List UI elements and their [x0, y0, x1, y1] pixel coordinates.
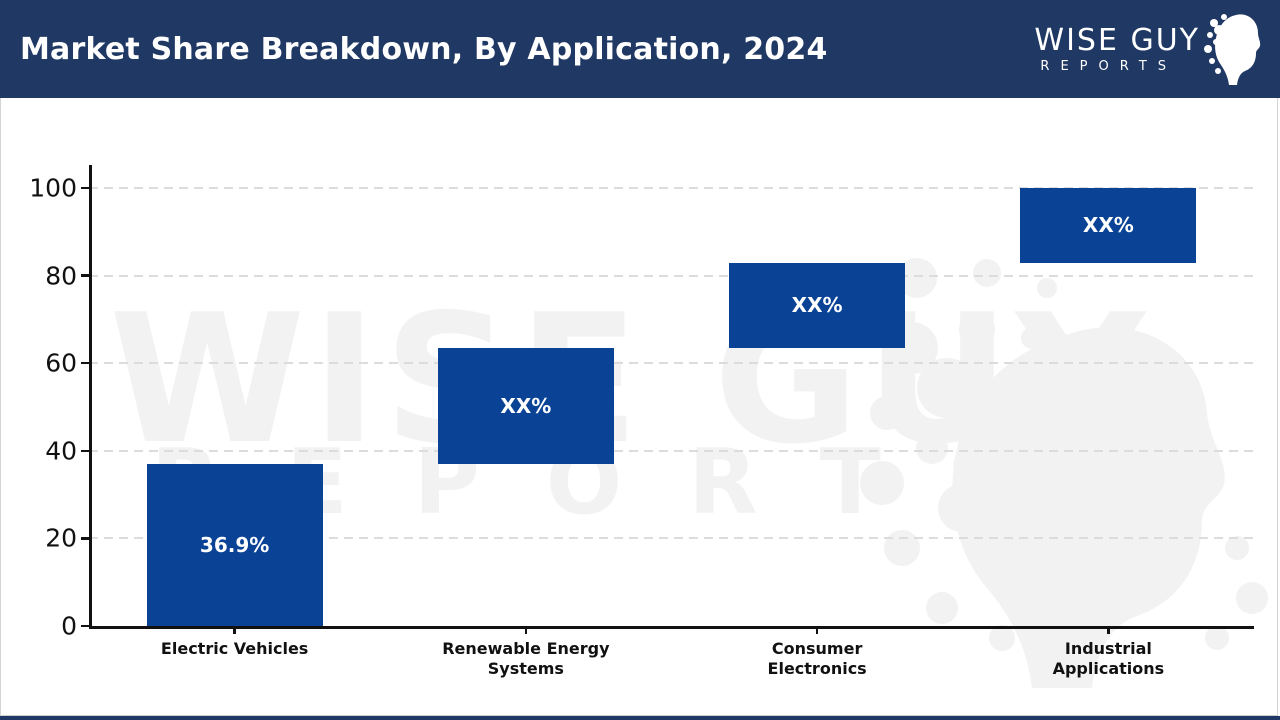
logo-subtitle: REPORTS: [1040, 58, 1178, 74]
bar-renewable-energy-systems: XX%: [437, 347, 614, 465]
category-label-electric-vehicles: Electric Vehicles: [160, 639, 309, 658]
chart-area: WISE GUY REPORTS: [0, 98, 1278, 716]
bar-value-label: XX%: [500, 394, 552, 419]
wiseguy-head-icon: [1204, 14, 1261, 85]
bar-value-label: XX%: [791, 293, 843, 318]
x-tick-mark: [1107, 626, 1110, 634]
logo-wordmark: WISE GUY: [1034, 22, 1200, 58]
x-axis-line: [89, 626, 1254, 629]
y-tick-label: 60: [45, 348, 77, 378]
y-tick-label: 40: [45, 436, 77, 466]
y-tick-mark: [81, 186, 89, 190]
gridline: [89, 187, 1254, 189]
y-tick-mark: [81, 537, 89, 540]
footer-accent-bar: [0, 716, 1280, 720]
bar-value-label: 36.9%: [199, 533, 270, 558]
gridline: [89, 449, 1254, 452]
category-label-renewable-energy-systems: Renewable Energy Systems: [442, 639, 610, 678]
y-tick-label: 0: [61, 611, 77, 641]
y-tick-mark: [81, 449, 89, 453]
x-tick-mark: [233, 626, 236, 634]
gridline: [89, 537, 1254, 540]
bar-industrial-applications: XX%: [1020, 188, 1197, 263]
bar-value-label: XX%: [1082, 213, 1134, 238]
header: Market Share Breakdown, By Application, …: [0, 0, 1280, 98]
y-tick-label: 80: [45, 261, 77, 291]
bar-electric-vehicles: 36.9%: [146, 464, 323, 626]
page-title: Market Share Breakdown, By Application, …: [20, 31, 828, 67]
x-tick-mark: [815, 626, 819, 634]
y-tick-mark: [81, 361, 89, 365]
y-tick-label: 100: [29, 173, 77, 203]
y-tick-mark: [81, 274, 89, 277]
gridline: [89, 362, 1254, 365]
y-axis-line: [89, 165, 92, 628]
y-tick-label: 20: [45, 523, 77, 553]
plot: 0 20 40 60 80 100 36.9% Electric Vehicles XX% Ren…: [1, 98, 1277, 715]
gridline: [89, 274, 1254, 277]
category-label-industrial-applications: Industrial Applications: [1052, 639, 1165, 678]
x-tick-mark: [524, 626, 528, 634]
category-label-consumer-electronics: Consumer Electronics: [767, 639, 867, 678]
y-tick-mark: [81, 624, 89, 628]
bar-consumer-electronics: XX%: [729, 262, 906, 348]
wise-guy-reports-logo: WISE GUY REPORTS: [1034, 9, 1266, 89]
